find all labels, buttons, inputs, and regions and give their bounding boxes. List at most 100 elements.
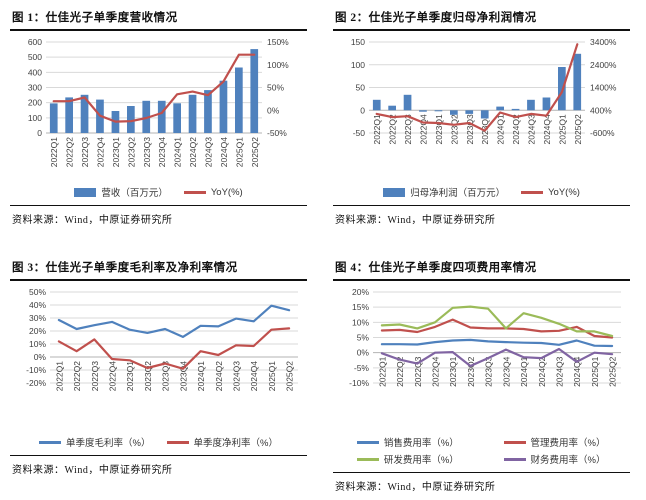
svg-text:40%: 40% (29, 300, 46, 310)
legend-line-swatch-icon (166, 440, 189, 444)
svg-text:2022Q3: 2022Q3 (413, 356, 423, 387)
svg-text:1400%: 1400% (590, 83, 617, 93)
chart-canvas: -20% -10% 0% 10% 20% 30% 40% 50% 2022Q1 2022Q2 202… (26, 287, 298, 392)
legend-bar-swatch-icon (74, 187, 97, 197)
svg-text:200: 200 (28, 98, 42, 108)
svg-text:2024Q3: 2024Q3 (555, 356, 565, 387)
svg-text:2023Q4: 2023Q4 (157, 137, 167, 168)
svg-text:2024Q3: 2024Q3 (204, 137, 214, 168)
figure-1: 图 1：仕佳光子单季度营收情况 0 100 200 300 400 500 600 -50% 0… (0, 0, 323, 250)
svg-text:500: 500 (28, 52, 42, 62)
svg-text:-50%: -50% (267, 128, 287, 138)
svg-text:20%: 20% (29, 326, 46, 336)
legend-item: 财务费用率（%） (490, 452, 621, 466)
figure-4-title: 图 4：仕佳光子单季度四项费用率情况 (333, 258, 630, 281)
svg-text:2022Q4: 2022Q4 (108, 361, 118, 392)
svg-text:2025Q2: 2025Q2 (573, 114, 583, 145)
legend-item: YoY(%) (521, 187, 580, 198)
legend-label: YoY(%) (210, 186, 243, 198)
legend-label: 研发费用率（%） (383, 455, 459, 466)
svg-text:100: 100 (351, 60, 365, 70)
svg-text:300: 300 (28, 83, 42, 93)
svg-text:30%: 30% (29, 313, 46, 323)
figure-4-source: 资料来源：Wind，中原证券研究所 (335, 482, 496, 493)
legend-bar-swatch-icon (383, 187, 406, 197)
svg-text:2024Q2: 2024Q2 (537, 356, 547, 387)
svg-text:2022Q2: 2022Q2 (388, 114, 398, 145)
svg-text:2025Q1: 2025Q1 (590, 356, 600, 387)
svg-text:2023Q1: 2023Q1 (125, 361, 135, 392)
svg-text:2022Q2: 2022Q2 (72, 361, 82, 392)
svg-text:50: 50 (356, 83, 366, 93)
svg-text:150%: 150% (267, 37, 289, 47)
legend-item: 单季度毛利率（%） (39, 435, 151, 449)
legend-label: 销售费用率（%） (383, 438, 459, 449)
legend-line-swatch-icon (503, 457, 526, 461)
svg-text:50%: 50% (267, 83, 284, 93)
svg-text:150: 150 (351, 37, 365, 47)
svg-text:2024Q4: 2024Q4 (572, 356, 582, 387)
svg-text:2024Q4: 2024Q4 (542, 114, 552, 145)
svg-text:2022Q3: 2022Q3 (403, 114, 413, 145)
svg-text:0%: 0% (357, 348, 370, 358)
svg-text:0%: 0% (267, 105, 280, 115)
chart-canvas: 0 100 200 300 400 500 600 -50% 0% 50% 100% 150% 2022… (28, 37, 289, 168)
svg-text:100: 100 (28, 113, 42, 123)
svg-text:2024Q3: 2024Q3 (527, 114, 537, 145)
legend-item: 研发费用率（%） (343, 452, 474, 466)
svg-text:-10%: -10% (26, 365, 46, 375)
legend-line-swatch-icon (521, 190, 544, 194)
figure-3-source: 资料来源：Wind，中原证券研究所 (12, 465, 173, 476)
svg-text:-600%: -600% (590, 128, 615, 138)
figure-3-title: 图 3：仕佳光子单季度毛利率及净利率情况 (10, 258, 307, 281)
legend-label: 营收（百万元） (101, 188, 168, 199)
svg-text:2023Q3: 2023Q3 (161, 361, 171, 392)
svg-text:2024Q1: 2024Q1 (196, 361, 206, 392)
figure-3-chart: -20% -10% 0% 10% 20% 30% 40% 50% 2022Q1 2022Q2 202… (10, 285, 307, 435)
figure-2: 图 2：仕佳光子单季度归母净利润情况 -50 0 50 100 150 -600% 400%… (323, 0, 646, 250)
legend-item: 单季度净利率（%） (166, 435, 278, 449)
legend-item: 营收（百万元） (74, 185, 168, 199)
svg-text:2025Q1: 2025Q1 (234, 137, 244, 168)
legend-line-swatch-icon (356, 440, 379, 444)
svg-text:2023Q3: 2023Q3 (484, 356, 494, 387)
svg-text:15%: 15% (352, 302, 369, 312)
svg-text:-20%: -20% (26, 378, 46, 388)
svg-text:-5%: -5% (354, 363, 370, 373)
svg-text:2023Q2: 2023Q2 (126, 137, 136, 168)
svg-text:2022Q1: 2022Q1 (54, 361, 64, 392)
svg-text:2024Q4: 2024Q4 (219, 137, 229, 168)
chart-canvas: -10% -5% 0% 5% 10% 15% 20% 2022Q1 2022Q2 2022Q3 20… (349, 287, 621, 388)
figure-2-divider (333, 205, 630, 206)
svg-text:2022Q1: 2022Q1 (49, 137, 59, 168)
svg-text:600: 600 (28, 37, 42, 47)
svg-text:10%: 10% (29, 339, 46, 349)
legend-label: YoY(%) (548, 186, 580, 198)
legend-label: 单季度净利率（%） (193, 438, 278, 449)
figure-2-chart: -50 0 50 100 150 -600% 400% 1400% 2400% 3400% 2022… (333, 35, 630, 185)
svg-text:100%: 100% (267, 60, 289, 70)
svg-text:-50: -50 (353, 128, 366, 138)
legend-item: 销售费用率（%） (343, 435, 474, 449)
svg-text:2022Q4: 2022Q4 (96, 137, 106, 168)
legend-line-swatch-icon (356, 457, 379, 461)
legend-item: 管理费用率（%） (490, 435, 621, 449)
svg-text:2025Q2: 2025Q2 (285, 361, 295, 392)
svg-text:10%: 10% (352, 317, 369, 327)
svg-text:50%: 50% (29, 287, 46, 297)
svg-text:2024Q2: 2024Q2 (214, 361, 224, 392)
svg-text:2023Q1: 2023Q1 (434, 114, 444, 145)
figure-4-legend: 销售费用率（%） 管理费用率（%） 研发费用率（%） 财务费用率（%） (333, 435, 630, 466)
svg-text:2023Q2: 2023Q2 (449, 114, 459, 145)
svg-text:20%: 20% (352, 287, 369, 297)
figure-1-title: 图 1：仕佳光子单季度营收情况 (10, 8, 307, 31)
svg-text:0: 0 (37, 128, 42, 138)
svg-text:2024Q4: 2024Q4 (249, 361, 259, 392)
chart-canvas: -50 0 50 100 150 -600% 400% 1400% 2400% 3400% 2022… (351, 37, 617, 145)
svg-text:5%: 5% (357, 333, 370, 343)
figure-4: 图 4：仕佳光子单季度四项费用率情况 -10% -5% 0% 5% 10% 15% 20% 2… (323, 250, 646, 500)
legend-label: 财务费用率（%） (530, 455, 606, 466)
svg-text:400: 400 (28, 67, 42, 77)
svg-text:2023Q4: 2023Q4 (178, 361, 188, 392)
